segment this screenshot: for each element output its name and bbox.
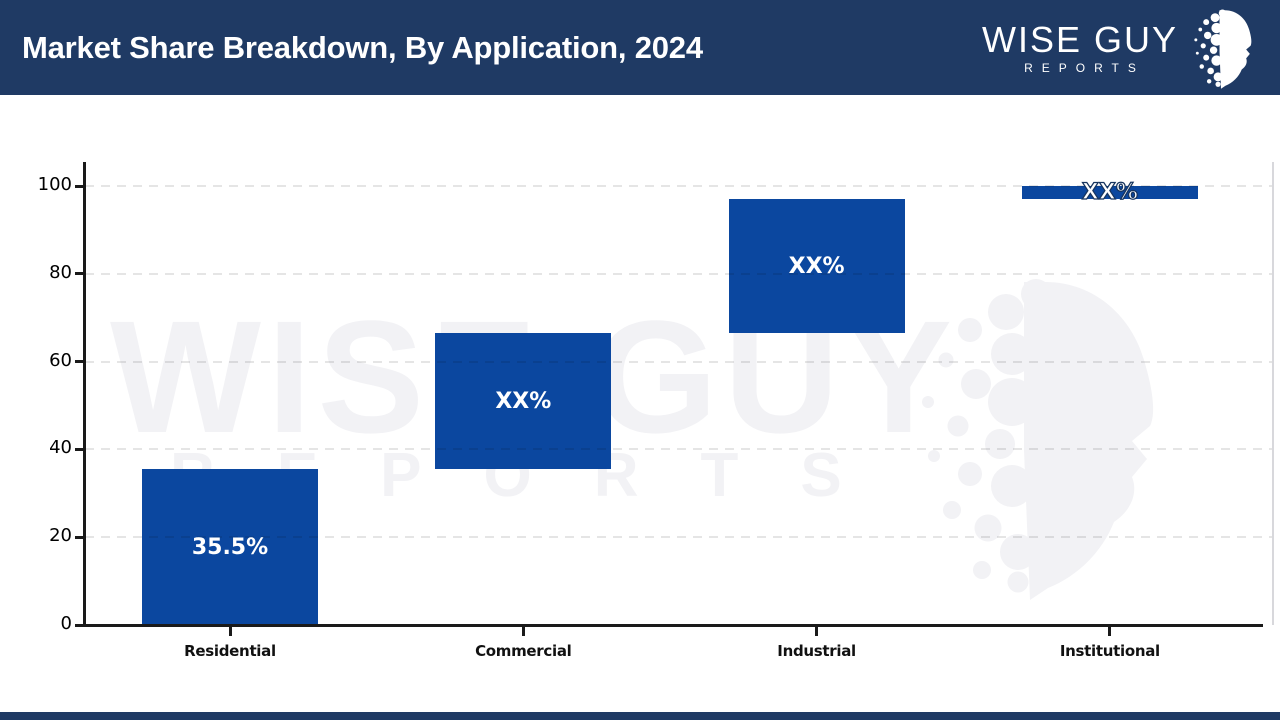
bar-industrial — [728, 199, 905, 334]
bar-residential — [142, 469, 318, 625]
x-category-label-commercial: Commercial — [475, 642, 572, 660]
bar-commercial — [435, 333, 612, 470]
chart-area: WISE GUY REPORTS 0 20 40 60 80 100 35.5% Reside… — [0, 95, 1280, 712]
y-tick-label: 100 — [37, 174, 72, 195]
logo-name-text: WISE GUY — [981, 18, 1178, 60]
x-tick-mark — [815, 627, 819, 636]
gridline-80 — [85, 272, 1272, 275]
page-title: Market Share Breakdown, By Application, … — [22, 29, 703, 65]
y-tick-mark — [75, 272, 84, 276]
y-tick-label: 60 — [49, 349, 72, 371]
x-tick-mark — [521, 627, 525, 636]
right-spine — [1272, 162, 1274, 625]
logo-reports-text: REPORTS — [1024, 60, 1145, 75]
bar-institutional — [1021, 186, 1198, 200]
watermark-face-icon — [922, 279, 1154, 600]
y-tick-label: 80 — [49, 261, 72, 283]
y-tick-label: 40 — [49, 437, 72, 459]
y-tick-mark — [75, 360, 84, 364]
y-tick-mark — [75, 535, 84, 539]
header-band: Market Share Breakdown, By Application, … — [0, 0, 1280, 95]
x-category-label-residential: Residential — [184, 642, 276, 660]
y-tick-label: 0 — [60, 613, 72, 634]
x-tick-mark — [228, 627, 232, 636]
y-tick-mark — [75, 623, 84, 627]
y-tick-label: 20 — [49, 525, 72, 547]
x-axis — [83, 624, 1263, 627]
y-tick-mark — [75, 184, 84, 188]
footer-band — [0, 712, 1280, 720]
y-tick-mark — [75, 447, 84, 451]
bar-label-commercial: XX% — [495, 388, 552, 414]
logo-face-icon — [1194, 9, 1252, 89]
bar-label-institutional: XX% — [1081, 179, 1138, 206]
bar-label-industrial: XX% — [788, 253, 845, 279]
x-tick-mark — [1108, 627, 1112, 636]
logo-wordmark: WISE GUY REPORTS — [981, 18, 1178, 75]
brand-logo: WISE GUY REPORTS — [982, 7, 1258, 89]
bar-label-residential: 35.5% — [191, 534, 269, 560]
y-axis — [83, 162, 86, 625]
gridline-60 — [85, 360, 1272, 363]
x-category-label-industrial: Industrial — [777, 642, 856, 660]
x-category-label-institutional: Institutional — [1059, 642, 1160, 660]
gridline-40 — [85, 448, 1272, 451]
